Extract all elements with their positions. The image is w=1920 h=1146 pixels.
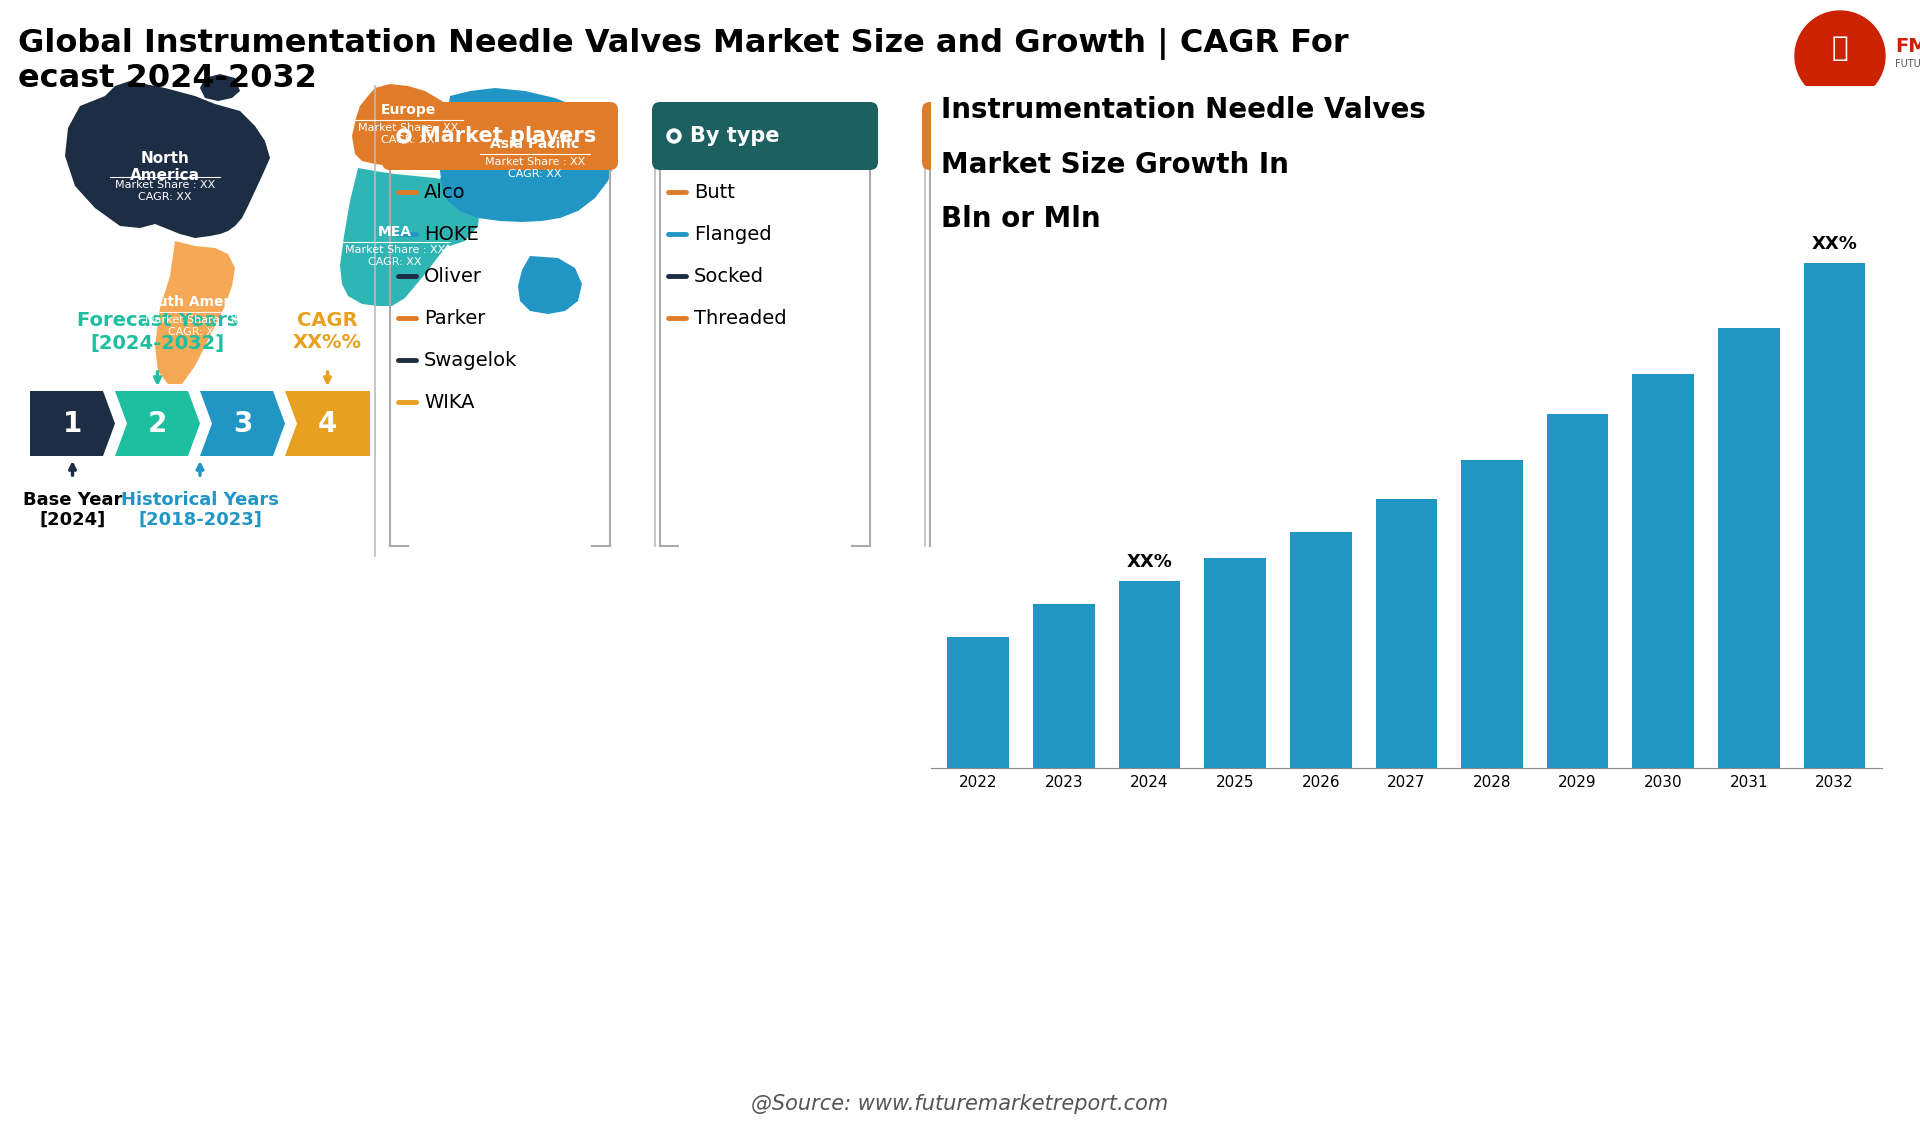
- Polygon shape: [65, 81, 271, 238]
- Polygon shape: [200, 391, 284, 456]
- Bar: [1119, 581, 1181, 768]
- Text: XX%%: XX%%: [294, 333, 363, 353]
- Text: Socked: Socked: [693, 267, 764, 285]
- Polygon shape: [31, 391, 115, 456]
- Text: MEA: MEA: [378, 225, 413, 240]
- Text: HOKE: HOKE: [424, 225, 478, 243]
- Text: Market players: Market players: [420, 126, 597, 146]
- Circle shape: [401, 133, 407, 139]
- Text: 3: 3: [232, 409, 252, 438]
- Text: [2018-2023]: [2018-2023]: [138, 511, 261, 529]
- Circle shape: [397, 129, 411, 143]
- Polygon shape: [440, 88, 614, 222]
- Polygon shape: [351, 84, 461, 168]
- Text: Others: Others: [964, 267, 1029, 285]
- Bar: [1290, 532, 1352, 768]
- Text: Global Instrumentation Needle Valves Market Size and Growth | CAGR For: Global Instrumentation Needle Valves Mar…: [17, 28, 1348, 60]
- Text: Threaded: Threaded: [693, 308, 787, 328]
- Text: CAGR: XX: CAGR: XX: [169, 327, 221, 337]
- Bar: [1204, 558, 1265, 768]
- Bar: [1632, 375, 1693, 768]
- Circle shape: [666, 129, 682, 143]
- Bar: [1718, 328, 1780, 768]
- Text: Base Year: Base Year: [23, 490, 123, 509]
- Text: By application: By application: [960, 126, 1127, 146]
- Text: CAGR: XX: CAGR: XX: [509, 168, 563, 179]
- Text: Europe: Europe: [380, 103, 436, 117]
- Polygon shape: [200, 74, 240, 101]
- Text: Flanged: Flanged: [693, 225, 772, 243]
- Text: FMR: FMR: [1895, 37, 1920, 55]
- Text: Market Share : XX: Market Share : XX: [486, 157, 586, 167]
- Text: 1: 1: [63, 409, 83, 438]
- Text: Bln or Mln: Bln or Mln: [941, 205, 1100, 234]
- Text: CAGR: XX: CAGR: XX: [369, 257, 422, 267]
- Text: WIKA: WIKA: [424, 392, 474, 411]
- Bar: [1548, 414, 1609, 768]
- FancyBboxPatch shape: [653, 102, 877, 170]
- Polygon shape: [115, 391, 200, 456]
- Text: [2024-2032]: [2024-2032]: [90, 333, 225, 353]
- Text: CAGR: CAGR: [298, 312, 357, 330]
- Text: Market Share : XX: Market Share : XX: [346, 245, 445, 256]
- Text: North
America: North America: [131, 151, 200, 183]
- Polygon shape: [340, 168, 468, 306]
- Text: XX%: XX%: [1812, 235, 1857, 253]
- Text: [2024]: [2024]: [40, 511, 106, 529]
- Polygon shape: [432, 178, 480, 246]
- Text: Market Size Growth In: Market Size Growth In: [941, 151, 1288, 179]
- Bar: [1461, 460, 1523, 768]
- Text: Alco: Alco: [424, 182, 467, 202]
- Text: Market Share : XX: Market Share : XX: [357, 123, 459, 133]
- Text: 👤: 👤: [1832, 34, 1849, 62]
- Bar: [1375, 499, 1438, 768]
- Circle shape: [1795, 11, 1885, 101]
- Polygon shape: [156, 241, 234, 384]
- FancyBboxPatch shape: [922, 102, 1148, 170]
- Text: Parker: Parker: [424, 308, 486, 328]
- Circle shape: [937, 129, 950, 143]
- Text: Oliver: Oliver: [424, 267, 482, 285]
- Circle shape: [670, 133, 678, 139]
- Text: Asia Pacific: Asia Pacific: [490, 138, 580, 151]
- Text: CAGR: XX: CAGR: XX: [382, 135, 434, 146]
- Text: @Source: www.futuremarketreport.com: @Source: www.futuremarketreport.com: [751, 1094, 1169, 1114]
- Text: Swagelok: Swagelok: [424, 351, 516, 369]
- Text: Market Share : XX: Market Share : XX: [115, 180, 215, 190]
- Text: By type: By type: [689, 126, 780, 146]
- Text: Historical Years: Historical Years: [121, 490, 278, 509]
- Polygon shape: [284, 391, 371, 456]
- Text: South America: South America: [138, 295, 252, 309]
- Bar: [947, 637, 1010, 768]
- Polygon shape: [518, 256, 582, 314]
- FancyBboxPatch shape: [382, 102, 618, 170]
- Circle shape: [941, 133, 947, 139]
- Text: 2: 2: [148, 409, 167, 438]
- Text: FUTURE MARKET REPORT: FUTURE MARKET REPORT: [1895, 58, 1920, 69]
- Text: Forecast Years: Forecast Years: [77, 312, 238, 330]
- Text: Gas: Gas: [964, 182, 1000, 202]
- Bar: [1803, 262, 1866, 768]
- Text: Instrumentation Needle Valves: Instrumentation Needle Valves: [941, 96, 1425, 124]
- Text: 4: 4: [319, 409, 338, 438]
- Bar: [1033, 604, 1094, 768]
- Text: CAGR: XX: CAGR: XX: [138, 193, 192, 202]
- Text: Oil: Oil: [964, 225, 991, 243]
- Text: XX%: XX%: [1127, 554, 1173, 571]
- Text: ecast 2024-2032: ecast 2024-2032: [17, 63, 317, 94]
- Text: Market Share : XX: Market Share : XX: [144, 315, 246, 325]
- Text: Butt: Butt: [693, 182, 735, 202]
